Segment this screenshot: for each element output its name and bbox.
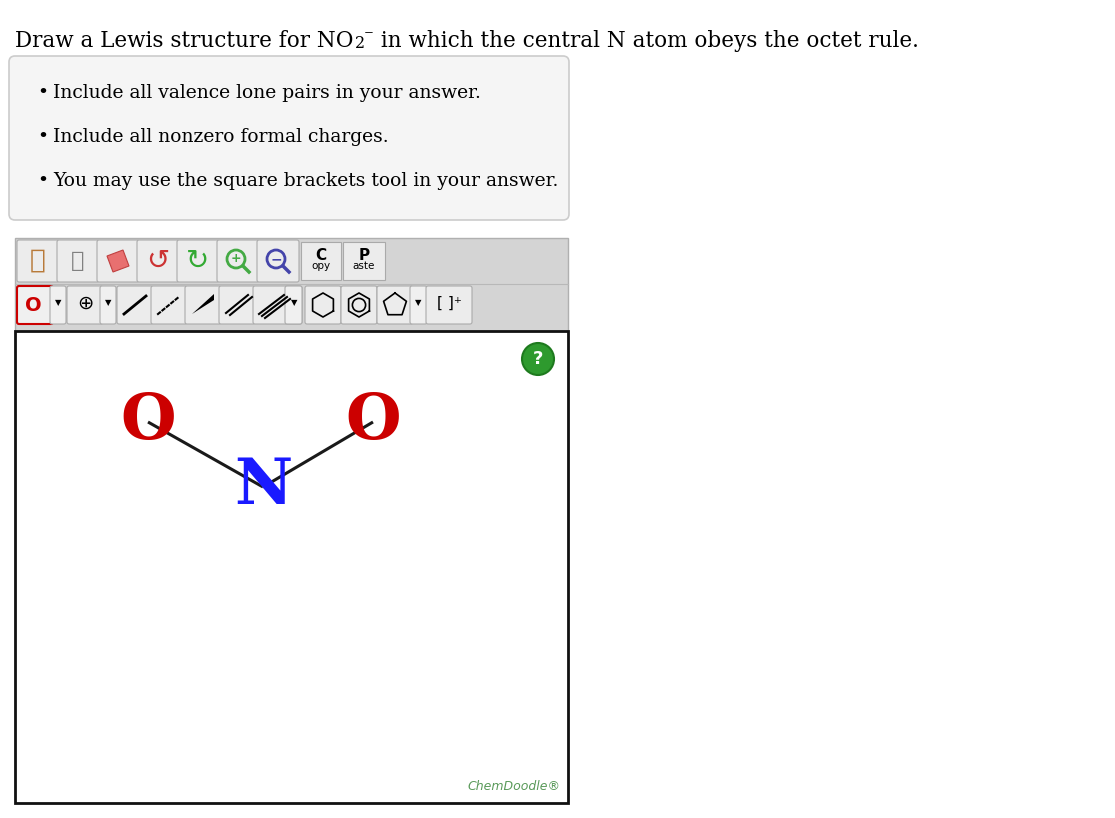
Text: ⁻: ⁻ (363, 28, 374, 46)
Text: •: • (37, 84, 48, 102)
FancyBboxPatch shape (100, 286, 116, 324)
Text: N: N (234, 456, 292, 518)
Text: ↻: ↻ (186, 247, 210, 275)
FancyBboxPatch shape (50, 286, 66, 324)
Polygon shape (192, 294, 214, 314)
Circle shape (522, 343, 554, 375)
Polygon shape (107, 250, 129, 272)
FancyBboxPatch shape (377, 286, 413, 324)
Text: Include all valence lone pairs in your answer.: Include all valence lone pairs in your a… (54, 84, 481, 102)
Text: +: + (231, 253, 241, 266)
Text: ?: ? (533, 350, 543, 368)
FancyBboxPatch shape (256, 240, 299, 282)
Text: Include all nonzero formal charges.: Include all nonzero formal charges. (54, 128, 389, 146)
FancyBboxPatch shape (343, 242, 385, 280)
FancyBboxPatch shape (219, 286, 255, 324)
Text: ChemDoodle®: ChemDoodle® (467, 780, 560, 793)
Text: ▼: ▼ (415, 299, 421, 308)
Text: ▼: ▼ (105, 299, 112, 308)
FancyBboxPatch shape (217, 240, 259, 282)
FancyBboxPatch shape (57, 240, 99, 282)
Text: opy: opy (311, 261, 330, 271)
Text: 🧯: 🧯 (71, 251, 85, 271)
FancyBboxPatch shape (17, 286, 54, 324)
Text: 2: 2 (355, 35, 365, 52)
Text: ⊕: ⊕ (77, 294, 94, 312)
Text: ✋: ✋ (30, 248, 46, 274)
FancyBboxPatch shape (151, 286, 187, 324)
FancyBboxPatch shape (14, 238, 568, 331)
Text: in which the central N atom obeys the octet rule.: in which the central N atom obeys the oc… (374, 30, 919, 52)
Text: C: C (316, 248, 327, 263)
Text: P: P (358, 248, 369, 263)
Text: O: O (346, 392, 400, 452)
Text: ▼: ▼ (291, 299, 298, 308)
Text: You may use the square brackets tool in your answer.: You may use the square brackets tool in … (54, 172, 559, 190)
FancyBboxPatch shape (341, 286, 377, 324)
FancyBboxPatch shape (301, 242, 341, 280)
FancyBboxPatch shape (285, 286, 302, 324)
FancyBboxPatch shape (67, 286, 103, 324)
FancyBboxPatch shape (306, 286, 341, 324)
Text: •: • (37, 172, 48, 190)
FancyBboxPatch shape (17, 240, 59, 282)
Text: aste: aste (352, 261, 375, 271)
FancyBboxPatch shape (177, 240, 219, 282)
FancyBboxPatch shape (97, 240, 139, 282)
FancyBboxPatch shape (9, 56, 569, 220)
Text: ↺: ↺ (146, 247, 169, 275)
Text: ▼: ▼ (55, 299, 61, 308)
Text: Draw a Lewis structure for NO: Draw a Lewis structure for NO (14, 30, 353, 52)
FancyBboxPatch shape (117, 286, 153, 324)
FancyBboxPatch shape (426, 286, 472, 324)
FancyBboxPatch shape (253, 286, 302, 324)
FancyBboxPatch shape (14, 331, 568, 803)
Text: O: O (25, 296, 41, 315)
Text: O: O (120, 392, 176, 452)
Text: −: − (270, 252, 282, 266)
FancyBboxPatch shape (410, 286, 427, 324)
Text: •: • (37, 128, 48, 146)
Text: [ ]⁺: [ ]⁺ (437, 295, 462, 311)
FancyBboxPatch shape (137, 240, 180, 282)
FancyBboxPatch shape (185, 286, 221, 324)
